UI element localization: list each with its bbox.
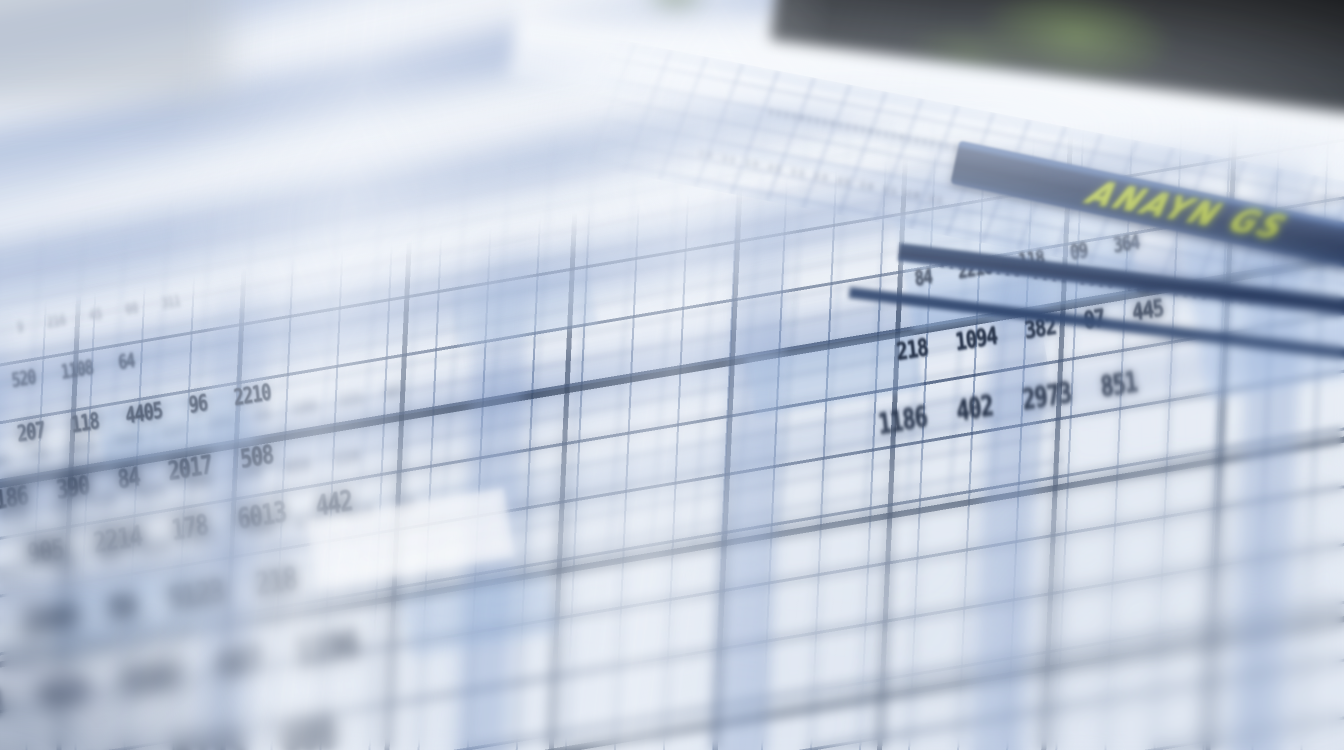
- top-left-gray-blur: [0, 0, 230, 100]
- pseudo-tick-row: 1111811151111811161112111: [767, 107, 962, 154]
